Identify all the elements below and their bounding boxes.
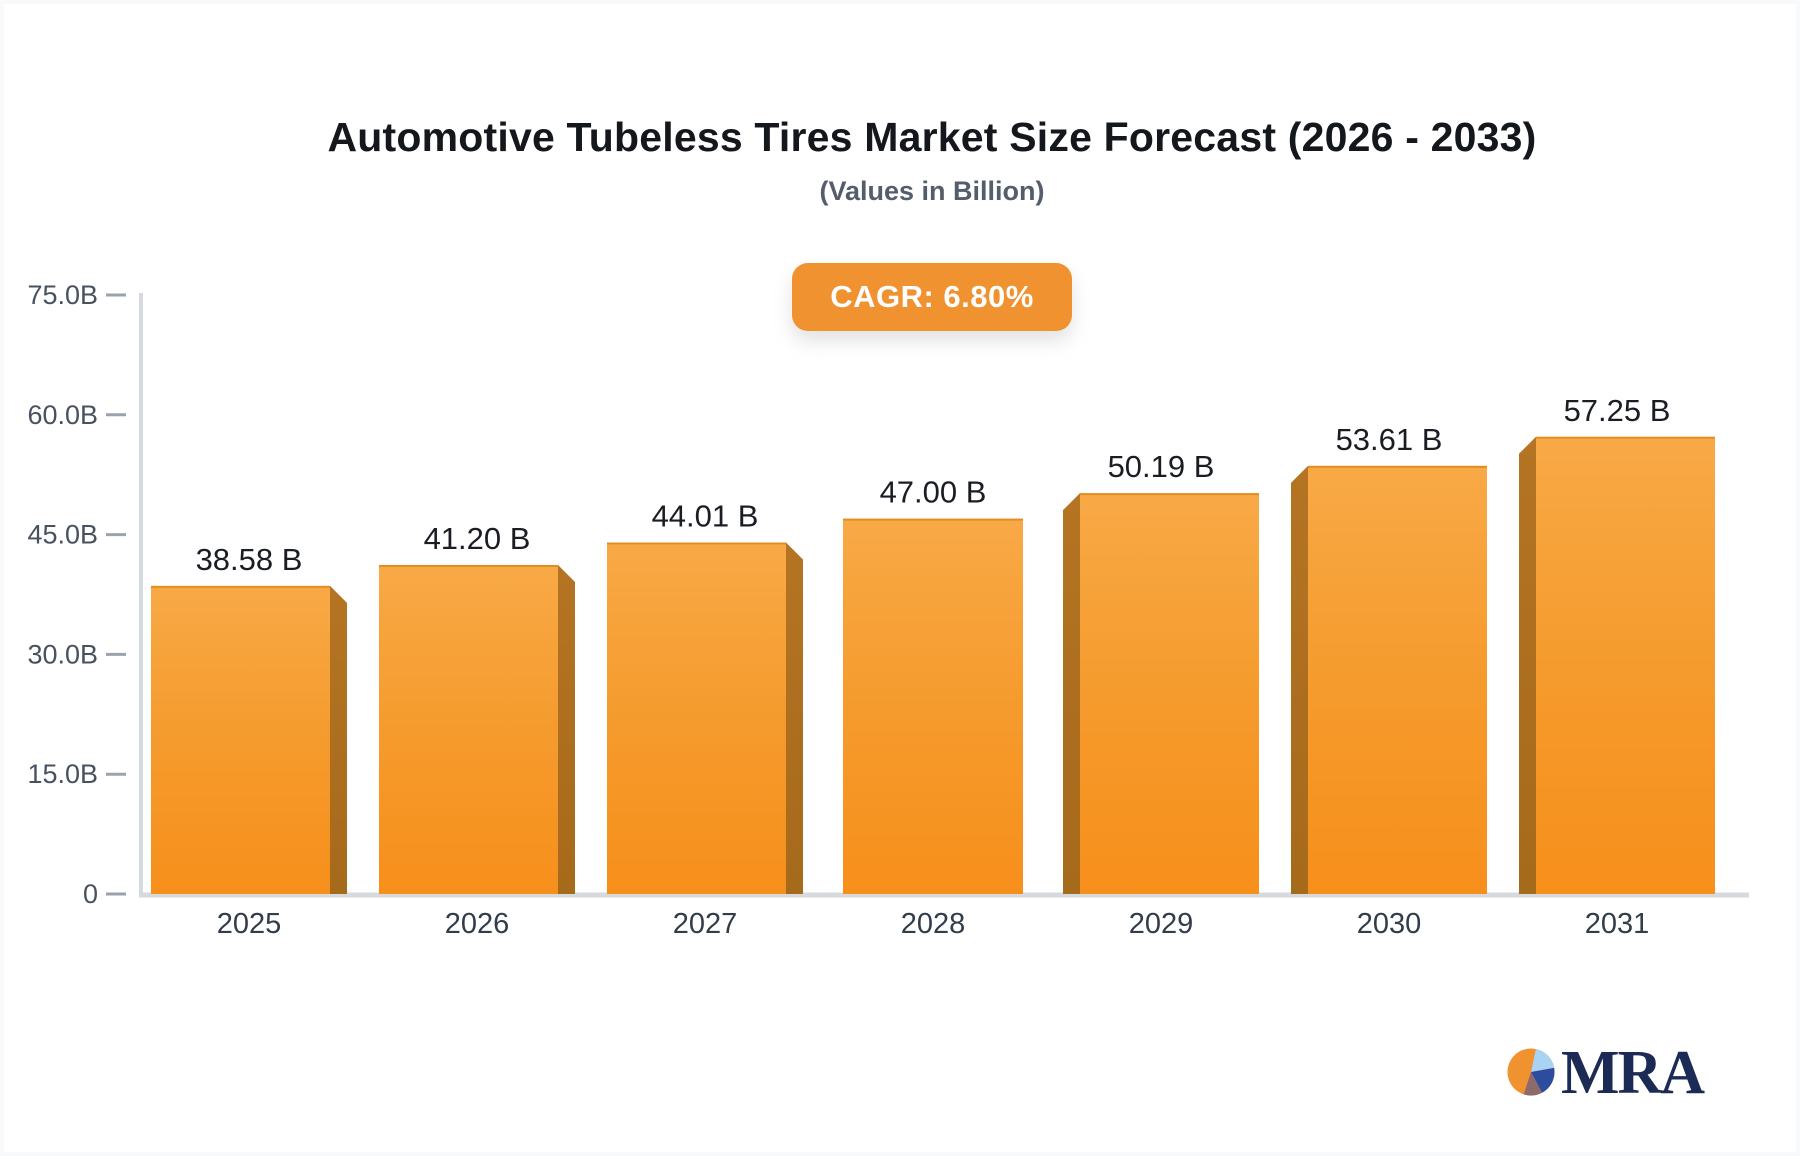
x-axis-category-label: 2026 xyxy=(445,908,510,940)
bar-side-shadow xyxy=(558,564,575,894)
x-axis-category-label: 2028 xyxy=(901,908,966,940)
bar-2026 xyxy=(379,564,558,894)
x-axis-category-label: 2025 xyxy=(217,908,282,940)
bar-2027 xyxy=(607,542,786,894)
y-axis-tick-label: 60.0B xyxy=(27,400,98,430)
brand-logo: MRA xyxy=(1507,1039,1705,1107)
x-axis-category-label: 2031 xyxy=(1585,908,1650,940)
y-axis-tick-label: 30.0B xyxy=(27,639,98,669)
cagr-badge-label: CAGR: 6.80% xyxy=(830,279,1034,314)
x-axis-category-label: 2029 xyxy=(1129,908,1194,940)
bar-2028 xyxy=(843,518,1023,894)
bar-value-label: 50.19 B xyxy=(1108,449,1215,484)
bar-value-label: 53.61 B xyxy=(1336,422,1443,457)
y-axis-tick-label: 75.0B xyxy=(27,280,98,310)
y-axis-tick-label: 45.0B xyxy=(27,520,98,550)
chart-title: Automotive Tubeless Tires Market Size Fo… xyxy=(327,114,1537,160)
bar-chart-plot-area: 0 15.0B 30.0B 45.0B 60.0B 75.0B 38.58 B 2025 41.… xyxy=(27,280,1749,940)
bar-side-shadow xyxy=(1063,493,1080,894)
bar-side-shadow xyxy=(1519,436,1536,894)
bar-value-label: 57.25 B xyxy=(1564,393,1671,428)
bar-side-shadow xyxy=(330,585,347,894)
x-axis-category-label: 2027 xyxy=(673,908,738,940)
bar-side-shadow xyxy=(786,542,803,894)
bar-side-shadow xyxy=(1291,465,1308,894)
brand-logo-text: MRA xyxy=(1561,1039,1705,1107)
y-axis-tick-label: 0 xyxy=(83,879,98,909)
chart-subtitle: (Values in Billion) xyxy=(819,176,1045,206)
bar-2030 xyxy=(1308,465,1487,894)
y-axis-tick-label: 15.0B xyxy=(27,759,98,789)
bar-value-label: 47.00 B xyxy=(880,475,987,510)
bar-value-label: 41.20 B xyxy=(424,521,531,556)
pie-chart-logo-icon xyxy=(1507,1048,1555,1096)
bar-2029 xyxy=(1080,493,1259,894)
bar-value-label: 38.58 B xyxy=(196,542,303,577)
bar-2031 xyxy=(1536,436,1715,894)
x-axis-category-label: 2030 xyxy=(1357,908,1422,940)
bar-value-label: 44.01 B xyxy=(652,499,759,534)
cagr-badge: CAGR: 6.80% xyxy=(792,263,1072,331)
bar-2025 xyxy=(151,585,330,894)
